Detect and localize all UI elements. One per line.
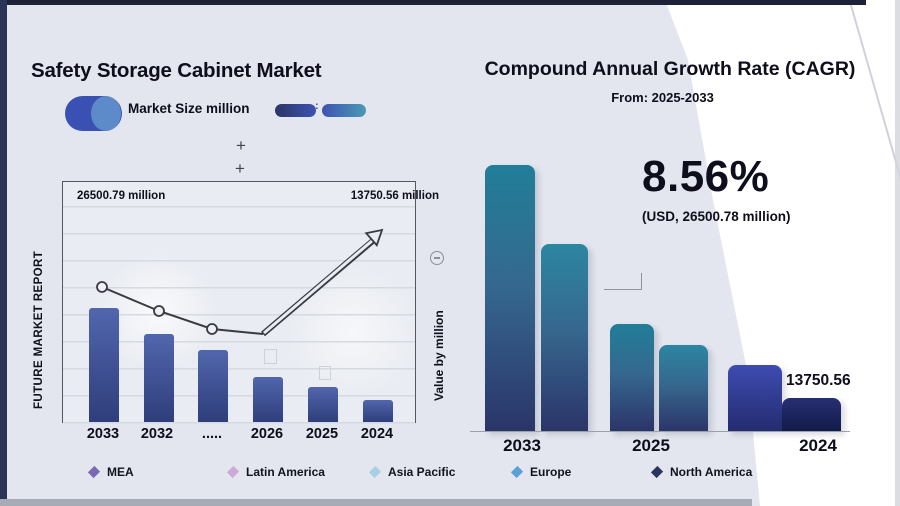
start-value-label: 26500.79 million [77,190,166,202]
end-value-label: 13750.56 million [350,190,439,202]
diamond-marker-icon [226,465,240,479]
gridlines [63,206,415,424]
cagr-bar-2033-primary [485,165,535,432]
plus-icon: + [236,136,246,155]
trend-line-and-arrow [96,228,384,337]
page-title-left: Safety Storage Cabinet Market [31,59,322,82]
step-bracket-line [641,273,643,290]
legend-label: Europe [530,465,572,479]
legend-item-asia-pacific: Asia Pacific [368,465,456,479]
legend-pill-colon: : [315,100,319,112]
cylinder-end-cap [91,96,121,131]
legend-item-north-america: North America [650,465,753,479]
legend-pill-dark [275,104,316,117]
cylinder-icon [65,96,122,131]
cagr-bar-2025-primary [610,324,654,432]
plus-icon: + [235,159,245,178]
collapse-minus-icon[interactable] [430,251,444,265]
market-size-bar-..... [198,350,228,422]
faint-watermark-square [264,349,277,364]
diamond-marker-icon [368,465,382,479]
frame-bottom-edge [0,499,752,506]
diamond-marker-icon [510,465,524,479]
legend-label: MEA [107,465,134,479]
cagr-bar-2025-secondary [659,345,708,432]
x-axis-line [470,430,850,432]
cagr-caption: (USD, 26500.78 million) [642,209,791,224]
market-size-label: Market Size million [128,101,250,116]
market-size-bar-2025 [308,387,338,422]
x-tick-label: ..... [201,426,223,442]
cagr-bar-2024-primary [728,365,782,432]
cagr-bar-2033-secondary [541,244,588,432]
cagr-period-subtitle: From: 2025-2033 [611,90,714,105]
x-tick-label: 2024 [360,426,394,442]
x-tick-label: 2032 [140,426,174,442]
step-bracket-line [604,289,642,291]
legend-pill-teal [322,104,366,117]
x-tick-label: 2024 [799,436,837,455]
legend-item-europe: Europe [510,465,572,479]
market-size-bar-2033 [89,308,119,422]
watermark-side-text: FUTURE MARKET REPORT [33,250,45,409]
market-size-bar-2026 [253,377,283,422]
market-size-bar-2024 [363,400,393,422]
x-tick-label: 2033 [503,436,541,455]
legend-label: North America [670,465,753,479]
cagr-bar-2024-secondary [782,398,841,432]
legend-label: Latin America [246,465,325,479]
cagr-value: 8.56% [642,152,770,201]
market-size-bar-chart: 26500.79 million 13750.56 million [62,181,439,424]
market-size-bar-2032 [144,334,174,422]
frame-left-edge [0,0,7,506]
diamond-marker-icon [87,465,101,479]
legend-item-mea: MEA [87,465,134,479]
x-tick-label: 2033 [86,426,120,442]
legend-label: Asia Pacific [388,465,456,479]
value-annotation: 13750.56 [786,372,851,389]
cagr-bar-chart: 13750.56 2033 2025 2024 [470,150,852,455]
faint-watermark-square [319,366,331,380]
x-tick-label: 2025 [632,436,670,455]
diamond-marker-icon [650,465,664,479]
legend-item-latin-america: Latin America [226,465,325,479]
frame-top-edge [0,0,866,5]
frame-right-edge [895,0,900,506]
y-axis-label: Value by million [432,310,446,401]
x-tick-label: 2025 [305,426,339,442]
page-title-right: Compound Annual Growth Rate (CAGR) [484,58,856,80]
x-tick-label: 2026 [250,426,284,442]
